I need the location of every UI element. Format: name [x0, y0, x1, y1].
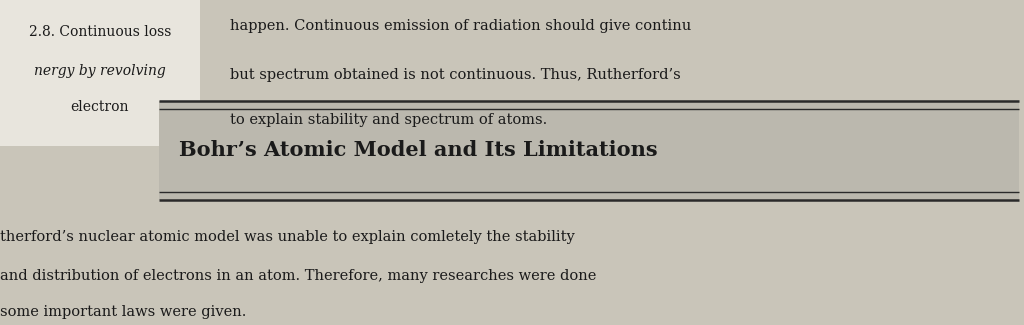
Text: but spectrum obtained is not continuous. Thus, Rutherford’s: but spectrum obtained is not continuous.…	[230, 68, 681, 82]
Text: nergy by revolving: nergy by revolving	[34, 64, 166, 79]
Text: happen. Continuous emission of radiation should give continu: happen. Continuous emission of radiation…	[230, 19, 691, 33]
Text: Bohr’s Atomic Model and Its Limitations: Bohr’s Atomic Model and Its Limitations	[179, 140, 657, 160]
FancyBboxPatch shape	[159, 101, 1019, 200]
Text: some important laws were given.: some important laws were given.	[0, 305, 247, 319]
Text: therford’s nuclear atomic model was unable to explain comletely the stability: therford’s nuclear atomic model was unab…	[0, 230, 574, 244]
Text: to explain stability and spectrum of atoms.: to explain stability and spectrum of ato…	[230, 113, 548, 127]
Text: 2.8. Continuous loss: 2.8. Continuous loss	[29, 25, 171, 40]
Text: and distribution of electrons in an atom. Therefore, many researches were done: and distribution of electrons in an atom…	[0, 269, 596, 283]
FancyBboxPatch shape	[0, 0, 200, 146]
Text: electron: electron	[71, 100, 129, 114]
